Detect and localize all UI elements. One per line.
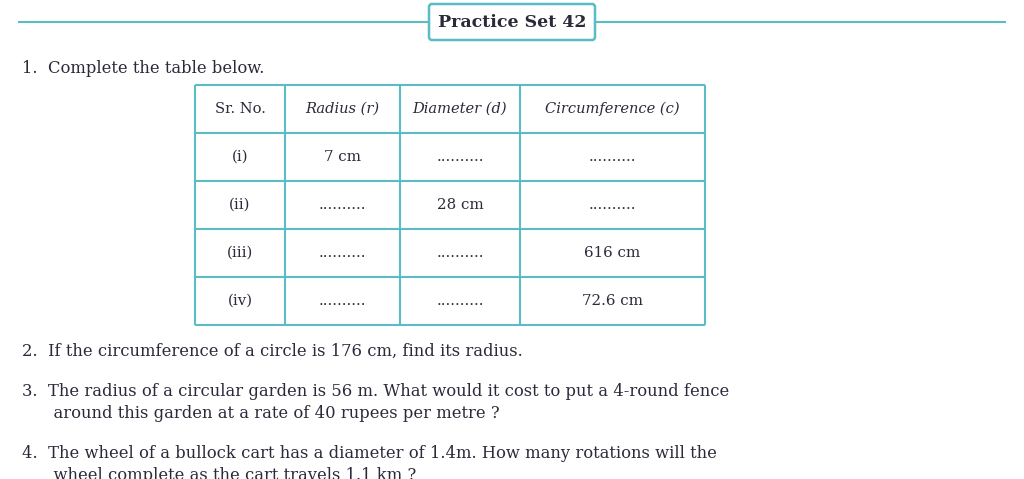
Text: ..........: .......... — [589, 150, 636, 164]
Text: 616 cm: 616 cm — [585, 246, 641, 260]
Text: ..........: .......... — [436, 150, 483, 164]
Text: 1.  Complete the table below.: 1. Complete the table below. — [22, 60, 264, 77]
Text: ..........: .......... — [589, 198, 636, 212]
Text: Radius (r): Radius (r) — [305, 102, 380, 116]
FancyBboxPatch shape — [429, 4, 595, 40]
Text: ..........: .......... — [318, 246, 367, 260]
Text: (iv): (iv) — [227, 294, 253, 308]
Text: wheel complete as the cart travels 1.1 km ?: wheel complete as the cart travels 1.1 k… — [22, 467, 416, 479]
Text: ..........: .......... — [318, 198, 367, 212]
Text: Diameter (d): Diameter (d) — [413, 102, 507, 116]
Text: 3.  The radius of a circular garden is 56 m. What would it cost to put a 4-round: 3. The radius of a circular garden is 56… — [22, 383, 729, 400]
Text: around this garden at a rate of 40 rupees per metre ?: around this garden at a rate of 40 rupee… — [22, 405, 500, 422]
Text: ..........: .......... — [436, 246, 483, 260]
Text: (iii): (iii) — [227, 246, 253, 260]
Text: (ii): (ii) — [229, 198, 251, 212]
Text: ..........: .......... — [436, 294, 483, 308]
Text: Circumference (c): Circumference (c) — [545, 102, 680, 116]
Text: ..........: .......... — [318, 294, 367, 308]
Text: 7 cm: 7 cm — [324, 150, 361, 164]
Text: 4.  The wheel of a bullock cart has a diameter of 1.4m. How many rotations will : 4. The wheel of a bullock cart has a dia… — [22, 445, 717, 462]
Text: Sr. No.: Sr. No. — [215, 102, 265, 116]
Text: 72.6 cm: 72.6 cm — [582, 294, 643, 308]
Text: 28 cm: 28 cm — [436, 198, 483, 212]
Text: (i): (i) — [231, 150, 248, 164]
Text: Practice Set 42: Practice Set 42 — [438, 13, 586, 31]
Text: 2.  If the circumference of a circle is 176 cm, find its radius.: 2. If the circumference of a circle is 1… — [22, 343, 522, 360]
